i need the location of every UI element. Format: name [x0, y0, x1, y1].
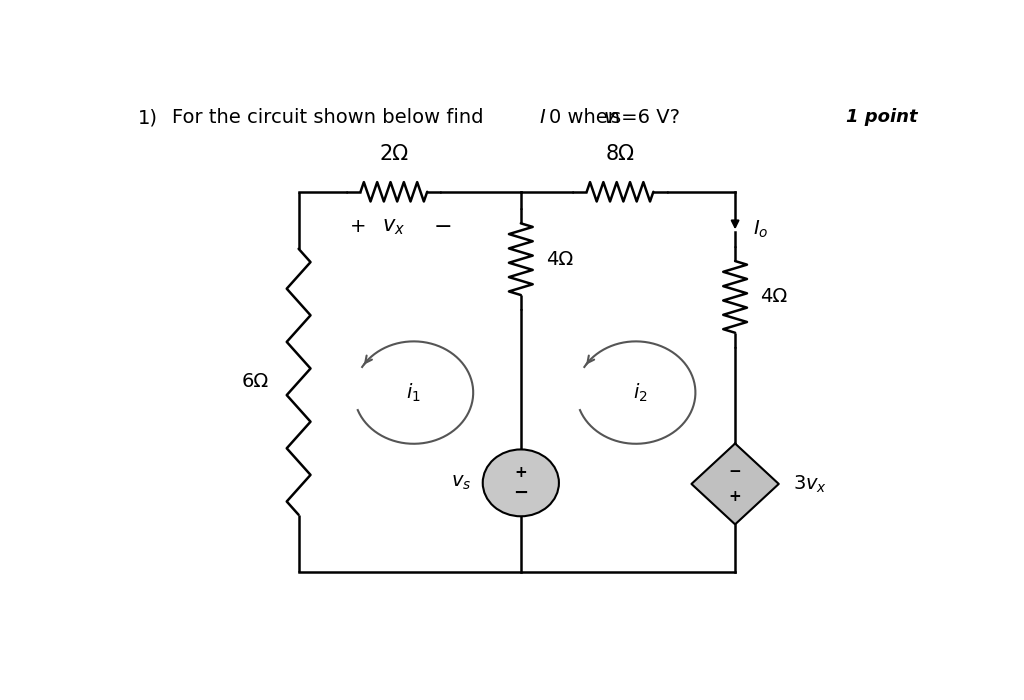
- Text: $I_o$: $I_o$: [753, 219, 768, 240]
- Text: I: I: [539, 108, 545, 127]
- Text: $i_2$: $i_2$: [633, 382, 647, 404]
- Text: For the circuit shown below find: For the circuit shown below find: [172, 108, 489, 127]
- Text: −: −: [729, 464, 741, 480]
- Text: 4Ω: 4Ω: [546, 250, 573, 269]
- Text: +: +: [729, 489, 741, 503]
- Text: −: −: [513, 484, 528, 502]
- Text: 6Ω: 6Ω: [242, 372, 268, 391]
- Text: 2Ω: 2Ω: [379, 144, 409, 164]
- Text: +: +: [514, 466, 527, 480]
- Text: $i_1$: $i_1$: [407, 382, 421, 404]
- Text: $v_s$: $v_s$: [452, 473, 471, 492]
- Text: 8Ω: 8Ω: [605, 144, 635, 164]
- Text: −: −: [433, 217, 453, 237]
- Text: 1 point: 1 point: [846, 108, 918, 126]
- Text: $3v_x$: $3v_x$: [793, 473, 827, 495]
- Polygon shape: [691, 444, 779, 524]
- Text: +: +: [350, 217, 367, 237]
- Text: 0 when: 0 when: [549, 108, 626, 127]
- Text: 1): 1): [137, 108, 158, 127]
- Ellipse shape: [482, 449, 559, 517]
- Text: v: v: [603, 108, 614, 127]
- Text: 4Ω: 4Ω: [761, 288, 787, 307]
- Text: s=6 V?: s=6 V?: [611, 108, 680, 127]
- Text: $v_x$: $v_x$: [382, 217, 406, 237]
